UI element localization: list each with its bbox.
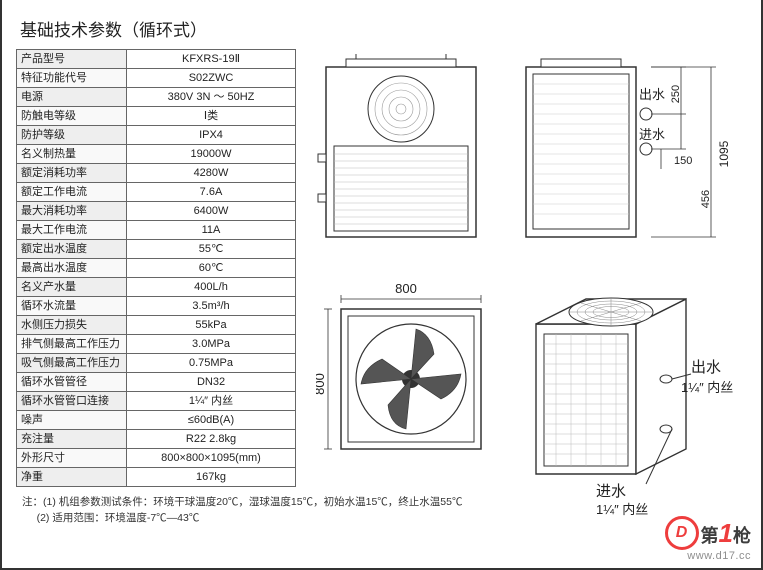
spec-key: 最大工作电流 [17,221,127,240]
dim-1095: 1095 [717,140,731,167]
spec-key: 产品型号 [17,50,127,69]
table-row: 最大工作电流11A [17,221,296,240]
table-row: 噪声≤60dB(A) [17,411,296,430]
spec-value: 3.5m³/h [127,297,296,316]
spec-key: 排气侧最高工作压力 [17,335,127,354]
spec-value: 3.0MPa [127,335,296,354]
spec-key: 吸气侧最高工作压力 [17,354,127,373]
content-wrapper: 产品型号KFXRS-19Ⅱ特征功能代号S02ZWC电源380V 3N ～ 50H… [16,49,747,487]
side-outlet-label: 出水 [639,87,665,102]
table-row: 名义制热量19000W [17,145,296,164]
table-row: 水侧压力损失55kPa [17,316,296,335]
iso-outlet-label: 出水 [691,359,721,376]
spec-value: 4280W [127,164,296,183]
diagram-area: 出水 进水 250 150 456 1095 800 [306,49,747,487]
watermark: D 第1枪 www.d17.cc [665,516,751,562]
spec-value: ≤60dB(A) [127,411,296,430]
spec-key: 名义制热量 [17,145,127,164]
spec-key: 名义产水量 [17,278,127,297]
spec-key: 循环水管管径 [17,373,127,392]
spec-value: 19000W [127,145,296,164]
table-row: 名义产水量400L/h [17,278,296,297]
page-title: 基础技术参数（循环式） [20,16,747,41]
spec-value: DN32 [127,373,296,392]
iso-inlet-label: 进水 [596,483,626,500]
spec-key: 最大消耗功率 [17,202,127,221]
spec-value: S02ZWC [127,69,296,88]
spec-key: 外形尺寸 [17,449,127,468]
table-row: 循环水管管口连接1¼″ 内丝 [17,392,296,411]
spec-value: 55℃ [127,240,296,259]
dim-top-w: 800 [395,281,417,296]
spec-table: 产品型号KFXRS-19Ⅱ特征功能代号S02ZWC电源380V 3N ～ 50H… [16,49,296,487]
watermark-url: www.d17.cc [665,550,751,562]
watermark-icon: D [665,516,699,550]
spec-value: 380V 3N ～ 50HZ [127,88,296,107]
spec-value: 167kg [127,468,296,487]
iso-inlet-spec: 1¼″ 内丝 [596,502,648,517]
spec-key: 电源 [17,88,127,107]
dim-150: 150 [674,155,692,167]
spec-key: 特征功能代号 [17,69,127,88]
spec-value: KFXRS-19Ⅱ [127,50,296,69]
dim-456: 456 [700,190,712,208]
table-row: 最高出水温度60℃ [17,259,296,278]
dim-top-h: 800 [316,373,327,395]
table-row: 最大消耗功率6400W [17,202,296,221]
table-row: 排气侧最高工作压力3.0MPa [17,335,296,354]
iso-outlet-spec: 1¼″ 内丝 [681,380,733,395]
table-row: 净重167kg [17,468,296,487]
spec-key: 额定工作电流 [17,183,127,202]
spec-value: 55kPa [127,316,296,335]
table-row: 额定出水温度55℃ [17,240,296,259]
table-row: 充注量R22 2.8kg [17,430,296,449]
spec-key: 防护等级 [17,126,127,145]
table-row: 产品型号KFXRS-19Ⅱ [17,50,296,69]
table-row: 防护等级IPX4 [17,126,296,145]
table-row: 额定工作电流7.6A [17,183,296,202]
side-inlet-label: 进水 [639,127,665,142]
spec-key: 循环水管管口连接 [17,392,127,411]
spec-key: 充注量 [17,430,127,449]
spec-value: 60℃ [127,259,296,278]
diagram-side: 出水 进水 250 150 456 1095 [511,49,731,249]
spec-key: 额定消耗功率 [17,164,127,183]
notes-line2: (2) 适用范围：环境温度-7℃—43℃ [37,512,200,524]
spec-value: 800×800×1095(mm) [127,449,296,468]
spec-key: 额定出水温度 [17,240,127,259]
table-row: 循环水流量3.5m³/h [17,297,296,316]
spec-value: R22 2.8kg [127,430,296,449]
notes-prefix: 注： [22,496,43,508]
spec-key: 防触电等级 [17,107,127,126]
spec-key: 净重 [17,468,127,487]
diagram-top: 800 800 [316,279,501,479]
watermark-text: 第1枪 [701,518,751,549]
spec-value: 0.75MPa [127,354,296,373]
notes-line1: (1) 机组参数测试条件：环境干球温度20℃，湿球温度15℃，初始水温15℃，终… [43,496,462,508]
dim-250: 250 [670,85,682,103]
spec-value: Ⅰ类 [127,107,296,126]
table-row: 防触电等级Ⅰ类 [17,107,296,126]
table-row: 外形尺寸800×800×1095(mm) [17,449,296,468]
spec-value: 1¼″ 内丝 [127,392,296,411]
spec-value: IPX4 [127,126,296,145]
table-row: 吸气侧最高工作压力0.75MPa [17,354,296,373]
spec-value: 11A [127,221,296,240]
spec-value: 6400W [127,202,296,221]
table-row: 特征功能代号S02ZWC [17,69,296,88]
table-row: 电源380V 3N ～ 50HZ [17,88,296,107]
spec-value: 7.6A [127,183,296,202]
diagram-iso: 出水 1¼″ 内丝 进水 1¼″ 内丝 [516,264,741,519]
spec-key: 噪声 [17,411,127,430]
table-row: 循环水管管径DN32 [17,373,296,392]
spec-value: 400L/h [127,278,296,297]
table-row: 额定消耗功率4280W [17,164,296,183]
spec-key: 循环水流量 [17,297,127,316]
spec-key: 最高出水温度 [17,259,127,278]
diagram-front [316,49,496,244]
spec-table-wrapper: 产品型号KFXRS-19Ⅱ特征功能代号S02ZWC电源380V 3N ～ 50H… [16,49,296,487]
spec-key: 水侧压力损失 [17,316,127,335]
